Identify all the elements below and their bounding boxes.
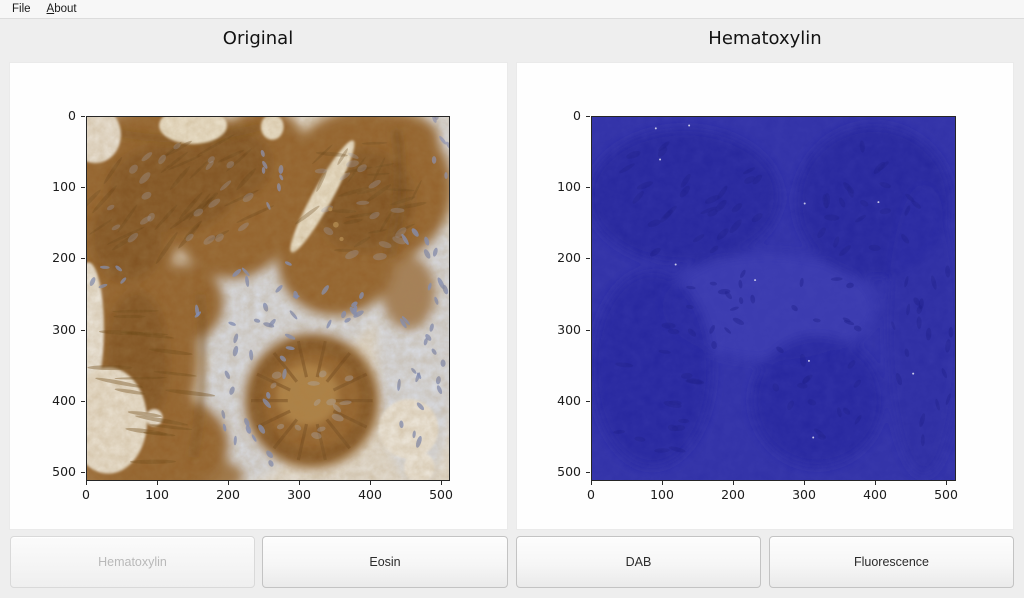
hematoxylin-plot-canvas [591, 116, 956, 481]
x-tick-label: 100 [650, 487, 674, 502]
x-tick-mark [441, 481, 442, 485]
x-tick-label: 300 [287, 487, 311, 502]
x-tick-label: 500 [429, 487, 453, 502]
y-tick-mark [81, 472, 85, 473]
dab-button[interactable]: DAB [516, 536, 761, 588]
hematoxylin-button: Hematoxylin [10, 536, 255, 588]
y-tick-mark [81, 258, 85, 260]
x-tick-mark [804, 481, 805, 485]
x-tick-label: 200 [216, 487, 240, 502]
y-tick-label: 100 [52, 179, 76, 195]
fluorescence-button[interactable]: Fluorescence [769, 536, 1014, 588]
x-tick-label: 400 [863, 487, 887, 502]
y-tick-mark [81, 187, 85, 189]
x-tick-mark [733, 481, 734, 485]
x-tick-mark [370, 481, 371, 485]
x-tick-label: 0 [82, 487, 90, 502]
y-tick-mark [81, 329, 85, 331]
original-tissue-image [87, 117, 449, 480]
y-tick-label: 400 [52, 392, 76, 408]
y-tick-label: 500 [52, 464, 76, 479]
y-tick-mark [81, 400, 85, 402]
eosin-button[interactable]: Eosin [262, 536, 508, 588]
y-tick-mark [81, 116, 85, 117]
y-tick-label: 500 [557, 464, 581, 479]
x-tick-mark [299, 481, 300, 485]
x-tick-label: 100 [145, 487, 169, 502]
x-tick-label: 300 [792, 487, 816, 502]
y-tick-label: 0 [68, 108, 76, 123]
x-tick-label: 0 [587, 487, 595, 502]
y-tick-label: 100 [557, 179, 581, 195]
y-tick-mark [586, 400, 590, 402]
plot-panel-hematoxylin: 0 100 200 300 400 500 0 100 200 300 400 500 [516, 62, 1014, 530]
menu-bar: File About [0, 0, 1024, 19]
panel-title-original: Original [222, 28, 294, 49]
y-tick-label: 300 [52, 321, 76, 337]
y-tick-mark [586, 472, 590, 473]
x-tick-mark [662, 481, 663, 485]
x-tick-mark [157, 481, 158, 485]
menu-item-about[interactable]: About [46, 3, 77, 15]
y-tick-mark [586, 258, 590, 260]
x-tick-label: 500 [934, 487, 958, 502]
y-tick-mark [586, 116, 590, 117]
hematoxylin-channel-image [592, 117, 955, 480]
x-tick-mark [875, 481, 876, 485]
y-tick-label: 300 [557, 321, 581, 337]
panel-title-hematoxylin: Hematoxylin [708, 28, 822, 49]
y-tick-mark [586, 329, 590, 331]
x-tick-mark [228, 481, 229, 485]
y-tick-label: 200 [52, 250, 76, 266]
y-tick-label: 0 [573, 108, 581, 123]
x-tick-mark [946, 481, 947, 485]
x-tick-mark [591, 481, 592, 485]
original-plot-canvas [86, 116, 450, 481]
y-tick-mark [586, 187, 590, 189]
x-tick-mark [86, 481, 87, 485]
x-tick-label: 200 [721, 487, 745, 502]
menu-item-file[interactable]: File [12, 3, 31, 15]
x-tick-label: 400 [358, 487, 382, 502]
y-tick-label: 400 [557, 392, 581, 408]
y-tick-label: 200 [557, 250, 581, 266]
plot-panel-original: 0 100 200 300 400 500 0 100 200 300 400 500 [9, 62, 508, 530]
